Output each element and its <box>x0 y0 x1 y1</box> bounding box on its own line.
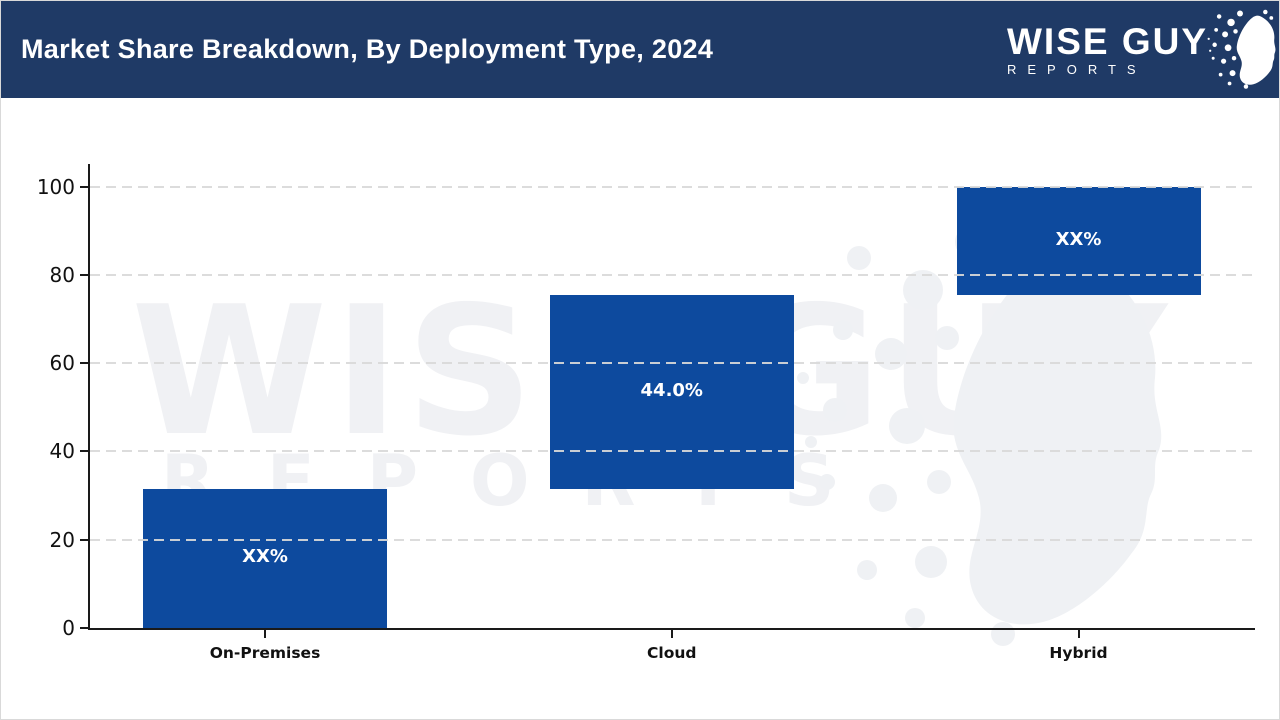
header-bar: Market Share Breakdown, By Deployment Ty… <box>1 1 1279 98</box>
y-tick <box>80 273 88 276</box>
x-tick <box>670 630 673 638</box>
y-tick <box>80 627 88 629</box>
logo-subtitle: REPORTS <box>1007 62 1147 78</box>
bar-value-label: XX% <box>1055 228 1102 250</box>
y-tick-label: 100 <box>36 174 75 199</box>
page-title: Market Share Breakdown, By Deployment Ty… <box>21 34 714 64</box>
y-tick-label: 0 <box>62 616 75 640</box>
gridline <box>90 273 1254 276</box>
gridline <box>90 450 1254 453</box>
x-tick <box>1077 630 1080 638</box>
y-tick-label: 40 <box>49 439 75 464</box>
x-tick <box>264 630 266 638</box>
bar <box>956 186 1201 295</box>
x-axis-line <box>88 628 1255 630</box>
y-tick <box>80 538 88 541</box>
gridline <box>90 362 1254 365</box>
chart-canvas: WISE GUY REPORTS 0 20 40 60 80 100 XX% On-Premi… <box>1 98 1279 719</box>
x-tick-label: Hybrid <box>1049 644 1108 662</box>
bar-value-label: 44.0% <box>640 379 703 401</box>
bar <box>143 488 387 628</box>
waterfall-plot: 0 20 40 60 80 100 XX% On-Premises 44.0% Cloud XX% H… <box>1 98 1279 719</box>
bar <box>549 294 794 489</box>
x-tick-label: On-Premises <box>209 644 321 662</box>
y-tick <box>80 185 88 188</box>
gridline <box>90 185 1254 188</box>
gridline <box>90 538 1254 541</box>
wise-guy-logo: WISE GUY REPORTS <box>1007 8 1267 92</box>
logo-text: WISE GUY REPORTS <box>1007 20 1209 78</box>
y-tick-label: 20 <box>49 527 75 552</box>
logo-wordmark: WISE GUY <box>1007 20 1209 62</box>
x-tick-label: Cloud <box>647 644 697 662</box>
y-tick <box>80 450 88 453</box>
y-tick-label: 80 <box>49 262 75 287</box>
y-axis-line <box>88 164 90 630</box>
face-dots-icon <box>1202 9 1278 91</box>
y-tick-label: 60 <box>49 351 75 376</box>
bar-value-label: XX% <box>242 546 288 568</box>
y-tick <box>80 362 88 365</box>
